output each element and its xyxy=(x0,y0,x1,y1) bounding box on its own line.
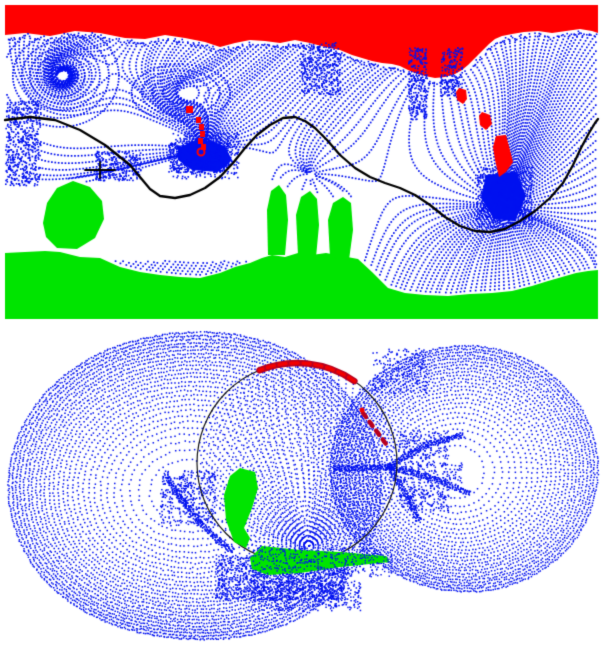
synoptic-field-map xyxy=(0,0,603,330)
orthographic-field-view xyxy=(0,330,603,645)
